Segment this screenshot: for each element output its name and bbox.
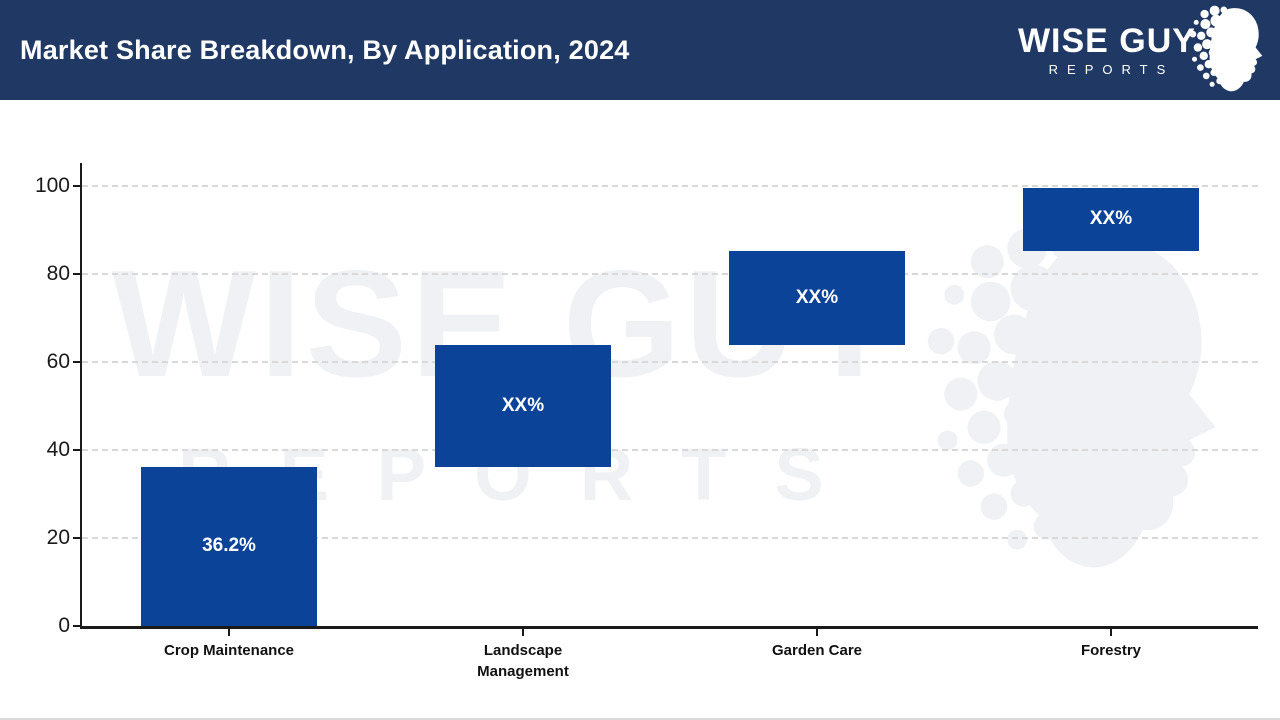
header-bar: Market Share Breakdown, By Application, … <box>0 0 1280 100</box>
y-tick-mark <box>73 361 81 363</box>
bar-value-label: XX% <box>1089 208 1133 230</box>
y-tick-mark <box>73 537 81 539</box>
watermark-head-icon <box>927 228 1216 568</box>
y-tick-label: 0 <box>58 614 70 637</box>
x-category-label: Landscape Management <box>477 642 569 680</box>
bar-garden-care: XX% <box>729 251 905 346</box>
y-tick-mark <box>73 185 81 187</box>
gridline-80 <box>82 273 1258 275</box>
bar-landscape-management: XX% <box>435 345 611 467</box>
y-tick-label: 20 <box>46 526 70 549</box>
x-category-label: Crop Maintenance <box>163 642 295 659</box>
y-tick-mark <box>73 625 81 627</box>
logo-text: WISE GUY REPORTS <box>1018 24 1196 77</box>
bar-value-label: XX% <box>501 394 545 416</box>
gridline-100 <box>82 185 1258 187</box>
bottom-border <box>0 718 1280 720</box>
gridline-40 <box>82 449 1258 451</box>
x-tick-mark <box>228 628 230 636</box>
gridline-20 <box>82 537 1258 539</box>
gridline-60 <box>82 361 1258 363</box>
y-tick-label: 60 <box>46 350 70 373</box>
bar-value-label: XX% <box>795 287 839 309</box>
bar-value-label: 36.2% <box>202 535 256 557</box>
logo-wordmark: WISE GUY <box>1017 21 1196 60</box>
y-axis-line <box>80 163 82 629</box>
page-title: Market Share Breakdown, By Application, … <box>20 34 630 65</box>
y-tick-label: 100 <box>34 174 70 197</box>
x-tick-mark <box>522 628 524 636</box>
y-tick-mark <box>73 273 81 275</box>
y-tick-label: 40 <box>46 438 70 461</box>
y-tick-mark <box>73 449 81 451</box>
wise-guy-logo: WISE GUY REPORTS <box>1018 0 1274 100</box>
x-tick-mark <box>1110 628 1112 636</box>
x-category-label: Forestry <box>1080 642 1142 659</box>
dotted-head-icon <box>1189 5 1263 92</box>
y-tick-label: 80 <box>46 262 70 285</box>
x-tick-mark <box>816 628 818 636</box>
bar-forestry: XX% <box>1023 187 1199 252</box>
logo-subtitle: REPORTS <box>1048 61 1175 77</box>
bar-crop-maintenance: 36.2% <box>141 466 317 626</box>
x-category-label: Garden Care <box>771 642 863 659</box>
x-axis-line <box>80 626 1258 629</box>
